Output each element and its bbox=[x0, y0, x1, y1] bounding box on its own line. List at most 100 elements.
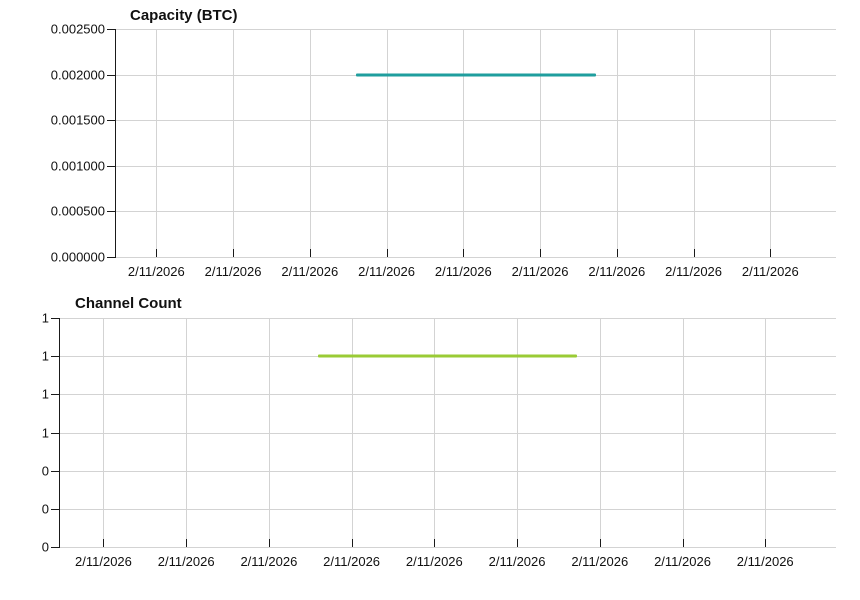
y-axis-tick bbox=[107, 211, 116, 213]
x-axis-tick bbox=[156, 249, 158, 257]
x-axis-tick bbox=[765, 539, 767, 547]
gridline-vertical bbox=[103, 318, 105, 547]
channel-count-plot-area: 1 1 1 1 0 0 0 2/11/2026 2/11/2026 2/11/2026 2/11/2… bbox=[42, 311, 836, 569]
gridline-vertical bbox=[386, 29, 388, 257]
gridline-horizontal bbox=[60, 547, 836, 548]
x-axis-label: 2/11/2026 bbox=[488, 554, 546, 569]
x-axis-tick bbox=[517, 539, 519, 547]
gridline-vertical bbox=[233, 29, 235, 257]
gridline-horizontal bbox=[116, 29, 836, 30]
x-axis-label: 2/11/2026 bbox=[654, 554, 711, 569]
x-axis-label: 2/11/2026 bbox=[665, 264, 723, 279]
y-axis-tick bbox=[107, 257, 116, 258]
gridline-horizontal bbox=[116, 120, 836, 122]
gridline-vertical bbox=[351, 318, 353, 547]
gridline-vertical bbox=[186, 318, 188, 547]
channel-count-chart: Channel Count 1 1 1 1 0 0 0 2/11/2026 2/11/2026 2… bbox=[0, 290, 860, 600]
x-axis-tick bbox=[616, 249, 618, 257]
y-axis-label: 0 bbox=[41, 463, 49, 479]
gridline-vertical bbox=[517, 318, 519, 547]
x-axis-tick bbox=[434, 539, 436, 547]
gridline-horizontal bbox=[116, 211, 836, 213]
x-axis-label: 2/11/2026 bbox=[281, 264, 339, 279]
gridline-vertical bbox=[156, 29, 158, 257]
x-axis-tick bbox=[540, 249, 542, 257]
x-axis-label: 2/11/2026 bbox=[511, 264, 569, 279]
x-axis-label: 2/11/2026 bbox=[127, 264, 185, 279]
gridline-horizontal bbox=[60, 508, 836, 510]
y-axis-label: 1 bbox=[41, 425, 49, 440]
y-axis-tick bbox=[51, 508, 60, 510]
y-axis-label: 0.000000 bbox=[50, 249, 105, 265]
x-axis-tick bbox=[599, 539, 601, 547]
gridline-vertical bbox=[463, 29, 465, 257]
x-axis-label: 2/11/2026 bbox=[240, 554, 298, 569]
y-axis-label: 0.002000 bbox=[50, 67, 105, 83]
gridline-vertical bbox=[599, 318, 601, 547]
x-axis-tick bbox=[351, 539, 353, 547]
gridline-vertical bbox=[540, 29, 542, 257]
gridline-vertical bbox=[693, 29, 695, 257]
gridline-vertical bbox=[616, 29, 618, 257]
y-axis-tick bbox=[51, 547, 60, 548]
gridline-vertical bbox=[765, 318, 767, 547]
gridline-vertical bbox=[268, 318, 270, 547]
x-axis-tick bbox=[233, 249, 235, 257]
x-axis-tick bbox=[463, 249, 465, 257]
x-axis-label: 2/11/2026 bbox=[157, 554, 215, 569]
y-axis-label: 0.001000 bbox=[50, 158, 105, 174]
y-axis-tick bbox=[51, 432, 60, 434]
y-axis-tick bbox=[51, 470, 60, 472]
capacity-plot-area: 0.002500 0.002000 0.001500 0.001000 0.000500… bbox=[51, 22, 836, 279]
y-axis-tick bbox=[51, 394, 60, 396]
gridline-horizontal bbox=[60, 394, 836, 396]
x-axis-label: 2/11/2026 bbox=[434, 264, 492, 279]
y-axis-tick bbox=[107, 120, 116, 122]
x-axis-label: 2/11/2026 bbox=[75, 554, 132, 569]
y-axis-tick bbox=[107, 74, 116, 76]
y-axis-tick bbox=[107, 29, 116, 30]
x-axis-label: 2/11/2026 bbox=[323, 554, 381, 569]
gridline-horizontal bbox=[60, 432, 836, 434]
x-axis-label: 2/11/2026 bbox=[571, 554, 629, 569]
x-axis-tick bbox=[693, 249, 695, 257]
x-axis-tick bbox=[103, 539, 105, 547]
y-axis-tick bbox=[51, 356, 60, 358]
y-axis-label: 0 bbox=[41, 501, 49, 517]
x-axis-label: 2/11/2026 bbox=[204, 264, 262, 279]
y-axis-label: 0.001500 bbox=[50, 112, 105, 128]
y-axis-tick bbox=[107, 165, 116, 167]
x-axis-tick bbox=[386, 249, 388, 257]
y-axis-label: 1 bbox=[41, 310, 49, 326]
gridline-horizontal bbox=[60, 318, 836, 319]
x-axis-label: 2/11/2026 bbox=[405, 554, 463, 569]
x-axis-label: 2/11/2026 bbox=[588, 264, 646, 279]
capacity-chart-title: Capacity (BTC) bbox=[130, 7, 238, 24]
x-axis-label: 2/11/2026 bbox=[736, 554, 794, 569]
y-axis-label: 1 bbox=[41, 348, 49, 364]
channel-count-chart-title: Channel Count bbox=[75, 295, 182, 312]
y-axis-label: 0.002500 bbox=[50, 21, 105, 37]
x-axis-tick bbox=[682, 539, 684, 547]
y-axis-tick bbox=[51, 318, 60, 319]
capacity-series-line bbox=[355, 73, 596, 77]
x-axis-label: 2/11/2026 bbox=[358, 264, 415, 279]
gridline-vertical bbox=[434, 318, 436, 547]
capacity-chart: Capacity (BTC) 0.002500 0.002000 0.001500 0… bbox=[0, 0, 860, 290]
gridline-horizontal bbox=[116, 257, 836, 258]
channel-count-series-line bbox=[318, 354, 577, 358]
x-axis-tick bbox=[268, 539, 270, 547]
x-axis-tick bbox=[309, 249, 311, 257]
gridline-vertical bbox=[770, 29, 772, 257]
y-axis-label: 1 bbox=[41, 386, 49, 402]
gridline-vertical bbox=[682, 318, 684, 547]
x-axis-tick bbox=[770, 249, 772, 257]
y-axis-label: 0.000500 bbox=[50, 203, 105, 219]
gridline-horizontal bbox=[60, 470, 836, 472]
y-axis-label: 0 bbox=[41, 539, 49, 555]
x-axis-tick bbox=[186, 539, 188, 547]
x-axis-label: 2/11/2026 bbox=[741, 264, 799, 279]
gridline-vertical bbox=[309, 29, 311, 257]
gridline-horizontal bbox=[116, 165, 836, 167]
